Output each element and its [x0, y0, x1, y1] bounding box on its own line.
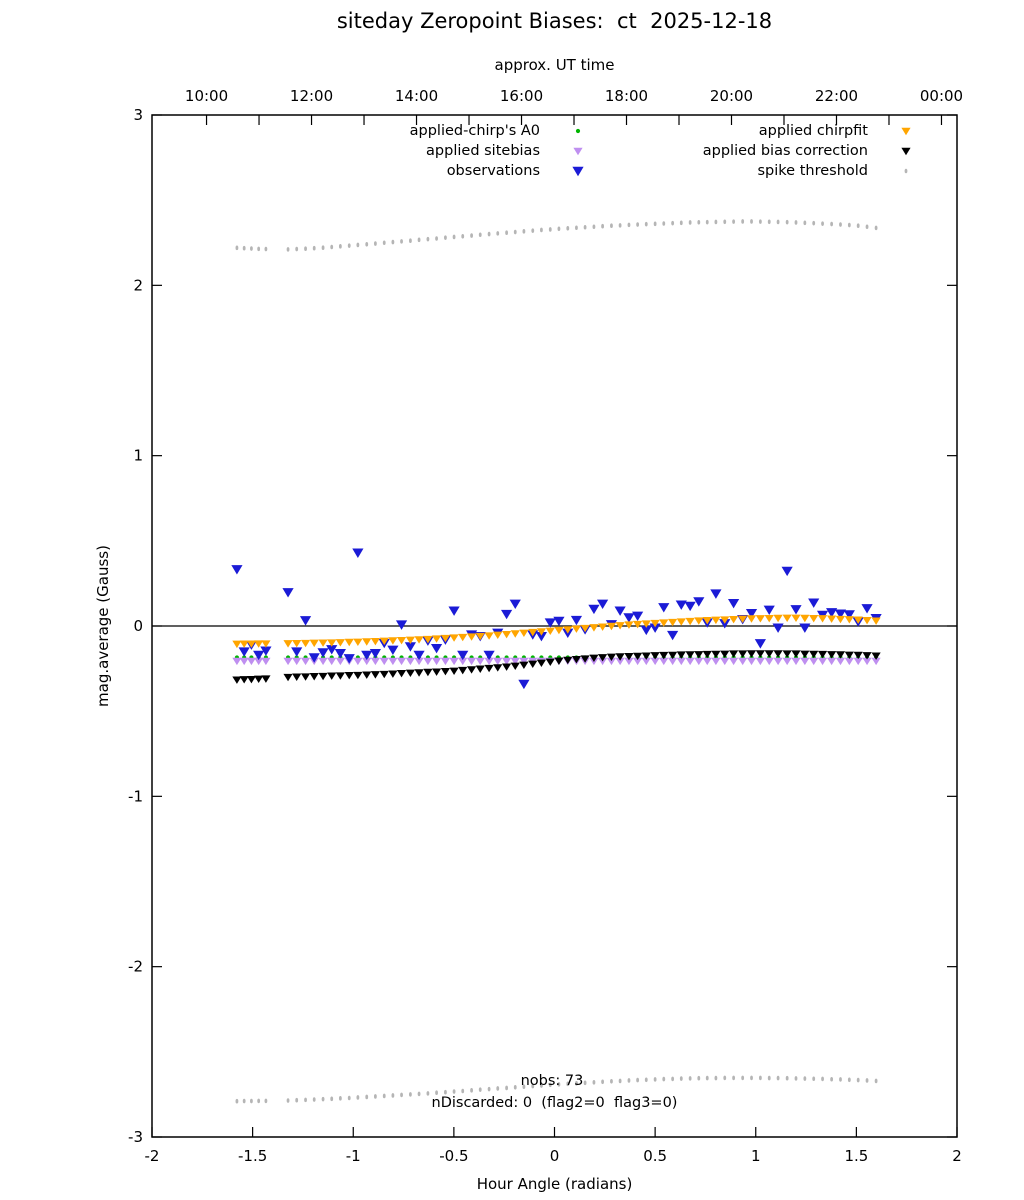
top-axis-ticks: 10:00 12:00 14:00 16:00 18:00 20:00 22:00 00:00 — [185, 87, 963, 125]
legend-marker-observations-triangle-icon — [572, 166, 584, 177]
series-bias-correction — [232, 650, 881, 684]
series-sitebias — [232, 657, 881, 666]
annotation-nobs: nobs: 73 — [520, 1073, 584, 1089]
legend-label-applied-sitebias: applied sitebias — [426, 143, 540, 159]
legend-marker-sitebias-triangle-icon — [573, 147, 583, 156]
legend-marker-spike-threshold-dot-icon — [904, 168, 908, 174]
legend-label-applied-bias-correction: applied bias correction — [702, 143, 868, 159]
svg-text:-1: -1 — [346, 1147, 361, 1165]
svg-text:0: 0 — [133, 617, 143, 635]
svg-text:-2: -2 — [145, 1147, 160, 1165]
svg-text:10:00: 10:00 — [185, 87, 228, 105]
svg-text:2: 2 — [952, 1147, 962, 1165]
series-spike-threshold — [235, 219, 878, 1104]
chart-title: siteday Zeropoint Biases: ct 2025-12-18 — [336, 9, 773, 33]
svg-text:00:00: 00:00 — [920, 87, 963, 105]
svg-text:18:00: 18:00 — [605, 87, 648, 105]
legend-marker-a0-dot-icon — [575, 128, 581, 134]
svg-text:3: 3 — [133, 106, 143, 124]
legend-label-applied-chirpfit: applied chirpfit — [758, 123, 868, 139]
svg-text:-3: -3 — [128, 1128, 143, 1146]
svg-text:1: 1 — [751, 1147, 761, 1165]
svg-text:0: 0 — [550, 1147, 560, 1165]
top-axis-label: approx. UT time — [494, 56, 615, 74]
svg-text:12:00: 12:00 — [290, 87, 333, 105]
svg-text:0.5: 0.5 — [643, 1147, 667, 1165]
svg-text:-0.5: -0.5 — [439, 1147, 468, 1165]
svg-text:1.5: 1.5 — [844, 1147, 868, 1165]
y-axis-label: mag.average (Gauss) — [94, 545, 112, 707]
x-axis-label: Hour Angle (radians) — [476, 1175, 633, 1193]
svg-text:-1.5: -1.5 — [238, 1147, 267, 1165]
legend-marker-bias-correction-triangle-icon — [901, 147, 911, 156]
svg-text:14:00: 14:00 — [395, 87, 438, 105]
svg-text:-2: -2 — [128, 958, 143, 976]
series-chirpfit — [232, 614, 881, 649]
legend-marker-chirpfit-triangle-icon — [901, 127, 911, 136]
annotation-ndiscarded: nDiscarded: 0 (flag2=0 flag3=0) — [431, 1095, 678, 1111]
legend-label-spike-threshold: spike threshold — [757, 163, 869, 179]
svg-text:1: 1 — [133, 447, 143, 465]
svg-text:22:00: 22:00 — [815, 87, 858, 105]
legend-label-applied-chirps-a0: applied-chirp's A0 — [409, 123, 540, 139]
svg-text:20:00: 20:00 — [710, 87, 753, 105]
x-axis-ticks: -2 -1.5 -1 -0.5 0 0.5 1 1.5 2 — [145, 1127, 962, 1165]
svg-text:16:00: 16:00 — [500, 87, 543, 105]
svg-text:2: 2 — [133, 276, 143, 294]
svg-text:-1: -1 — [128, 787, 143, 805]
legend-label-observations: observations — [446, 163, 540, 179]
series-observations — [231, 548, 882, 690]
